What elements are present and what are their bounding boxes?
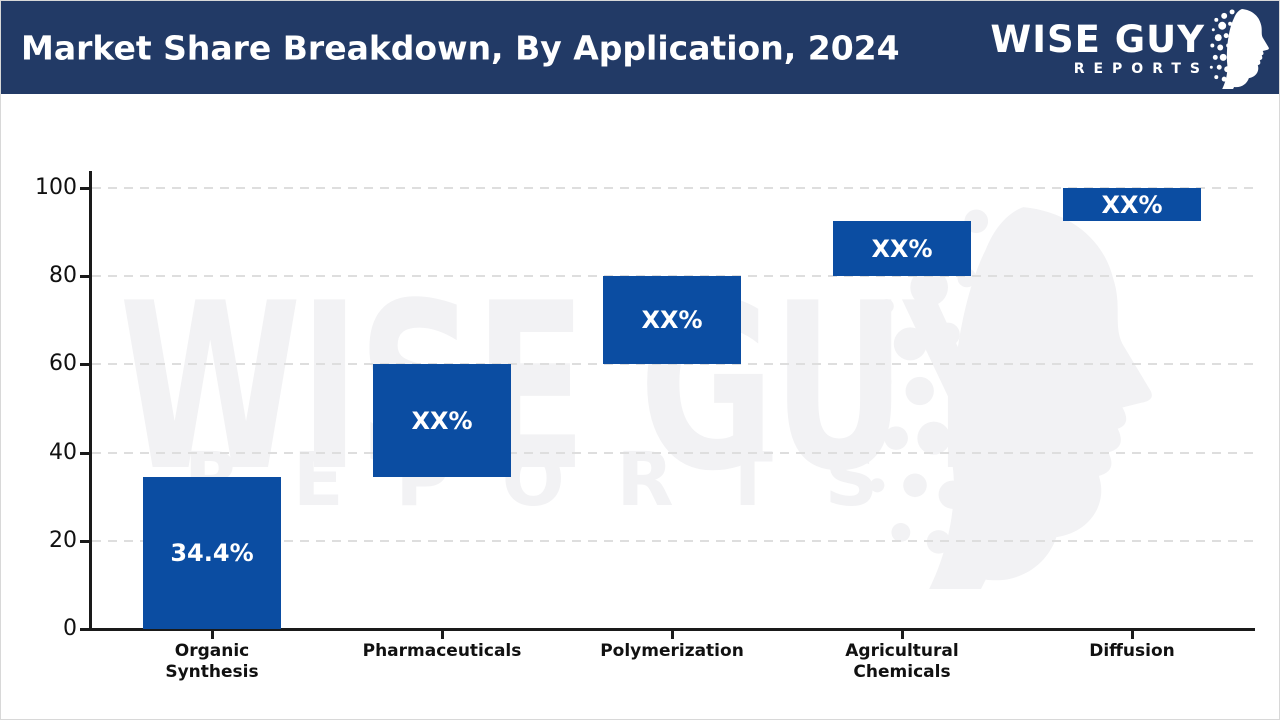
y-axis-spine <box>89 171 92 631</box>
gridline <box>92 363 1254 366</box>
y-axis-tick <box>80 451 90 455</box>
gridline <box>92 187 1254 189</box>
brand-reports-text: REPORTS <box>1073 61 1209 77</box>
brand-logo: WISE GUY REPORTS <box>990 1 1275 94</box>
bar: XX% <box>603 276 741 365</box>
y-tick-label: 0 <box>63 616 77 641</box>
bar-value-label: XX% <box>871 234 933 263</box>
category-label: Polymerization <box>600 641 744 661</box>
category-label: Pharmaceuticals <box>362 641 522 661</box>
y-tick-label: 100 <box>35 175 77 200</box>
page-title: Market Share Breakdown, By Application, … <box>21 28 900 67</box>
x-axis-tick <box>441 631 444 639</box>
bar-value-label: XX% <box>411 406 473 435</box>
bar: XX% <box>833 221 971 277</box>
x-axis-tick <box>211 631 214 639</box>
gridline <box>92 539 1254 542</box>
x-axis-tick <box>1131 631 1134 639</box>
bar: 34.4% <box>143 477 281 629</box>
bar: XX% <box>373 364 511 478</box>
watermark-reports-text: REPORTS <box>184 437 931 523</box>
y-tick-label: 20 <box>49 527 77 553</box>
bar-value-label: 34.4% <box>170 539 254 568</box>
x-axis-tick <box>901 631 904 639</box>
y-tick-label: 40 <box>49 439 77 465</box>
category-label: Organic Synthesis <box>165 641 259 682</box>
bar-value-label: XX% <box>641 306 703 335</box>
bar: XX% <box>1063 188 1201 222</box>
brand-name-text: WISE GUY <box>990 18 1205 61</box>
y-axis-tick <box>80 363 90 367</box>
category-label: Diffusion <box>1089 641 1175 661</box>
brand-head-icon <box>1209 8 1269 89</box>
y-tick-label: 60 <box>49 351 77 377</box>
gridline <box>92 451 1254 454</box>
y-axis-tick <box>80 539 90 543</box>
category-label: Agricultural Chemicals <box>845 641 959 682</box>
header-bar: Market Share Breakdown, By Application, … <box>1 1 1279 94</box>
bar-value-label: XX% <box>1101 190 1163 219</box>
y-axis-tick <box>80 275 90 279</box>
x-axis-tick <box>671 631 674 639</box>
y-tick-label: 80 <box>49 263 77 289</box>
x-axis-spine <box>89 628 1255 631</box>
y-axis-tick <box>80 187 90 190</box>
y-axis-tick <box>80 628 90 631</box>
